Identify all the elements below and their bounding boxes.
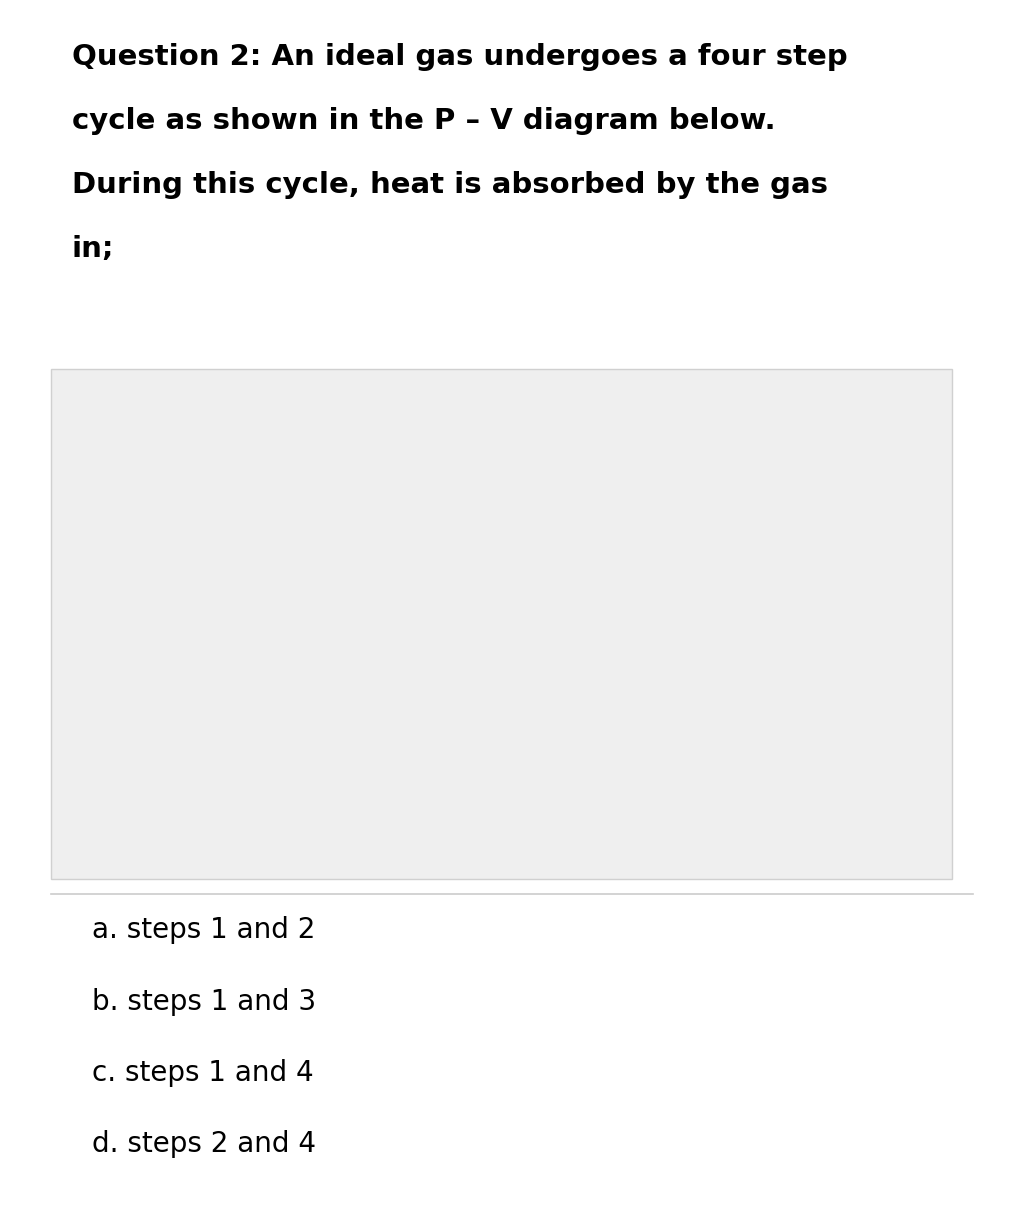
Text: 2: 2: [801, 605, 813, 624]
Text: d. steps 2 and 4: d. steps 2 and 4: [92, 1130, 316, 1159]
Text: Question 2: An ideal gas undergoes a four step: Question 2: An ideal gas undergoes a fou…: [72, 43, 847, 71]
Text: 1: 1: [540, 465, 552, 483]
Text: in;: in;: [72, 235, 115, 263]
Text: cycle as shown in the P – V diagram below.: cycle as shown in the P – V diagram belo…: [72, 107, 775, 135]
Text: 3: 3: [540, 765, 552, 784]
Text: 4: 4: [326, 582, 337, 600]
Text: During this cycle, heat is absorbed by the gas: During this cycle, heat is absorbed by t…: [72, 171, 827, 199]
Text: c. steps 1 and 4: c. steps 1 and 4: [92, 1059, 313, 1087]
Text: V: V: [545, 839, 564, 867]
Text: P: P: [141, 603, 158, 631]
Text: a. steps 1 and 2: a. steps 1 and 2: [92, 916, 315, 945]
Text: b. steps 1 and 3: b. steps 1 and 3: [92, 988, 316, 1016]
